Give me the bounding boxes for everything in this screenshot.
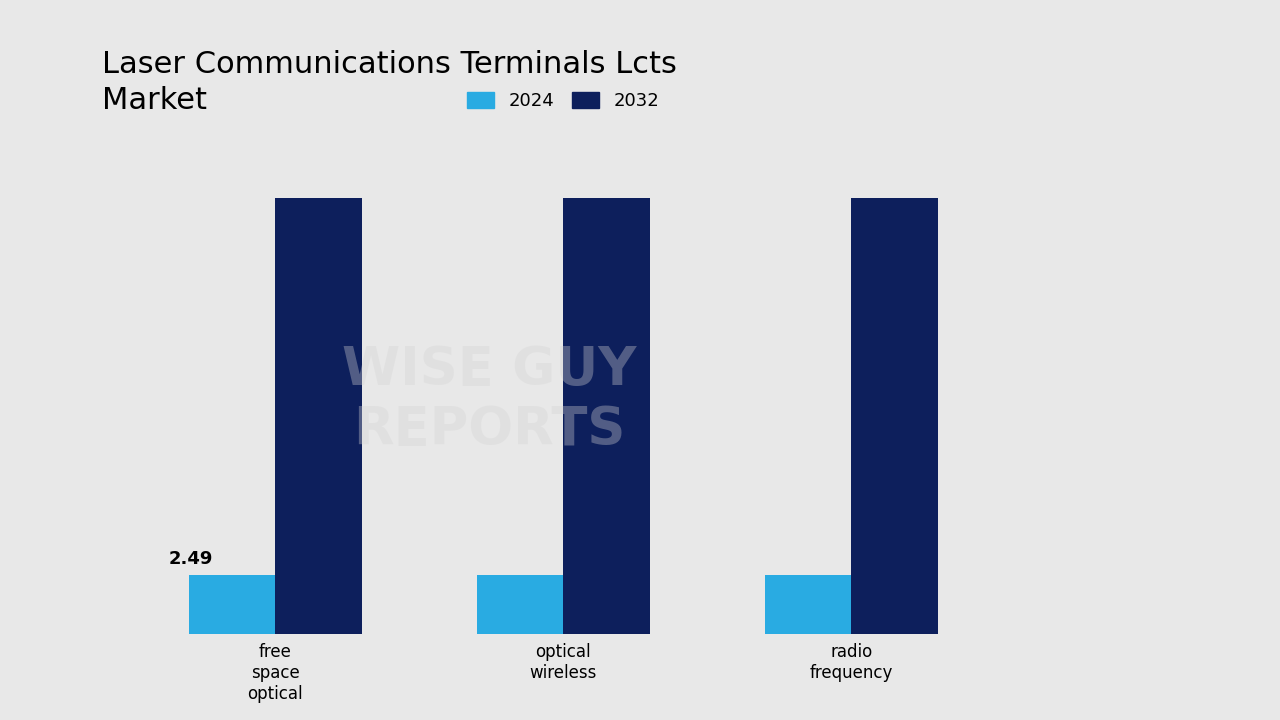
Bar [851, 198, 937, 634]
Legend: 2024, 2032: 2024, 2032 [458, 83, 668, 119]
Bar [563, 198, 650, 634]
Bar [189, 575, 275, 634]
Bar [765, 575, 851, 634]
Text: WISE GUY
REPORTS: WISE GUY REPORTS [342, 344, 636, 456]
Bar [476, 575, 563, 634]
Bar [275, 198, 361, 634]
Text: 2.49: 2.49 [169, 550, 212, 568]
Text: Laser Communications Terminals Lcts
Market: Laser Communications Terminals Lcts Mark… [102, 50, 677, 115]
